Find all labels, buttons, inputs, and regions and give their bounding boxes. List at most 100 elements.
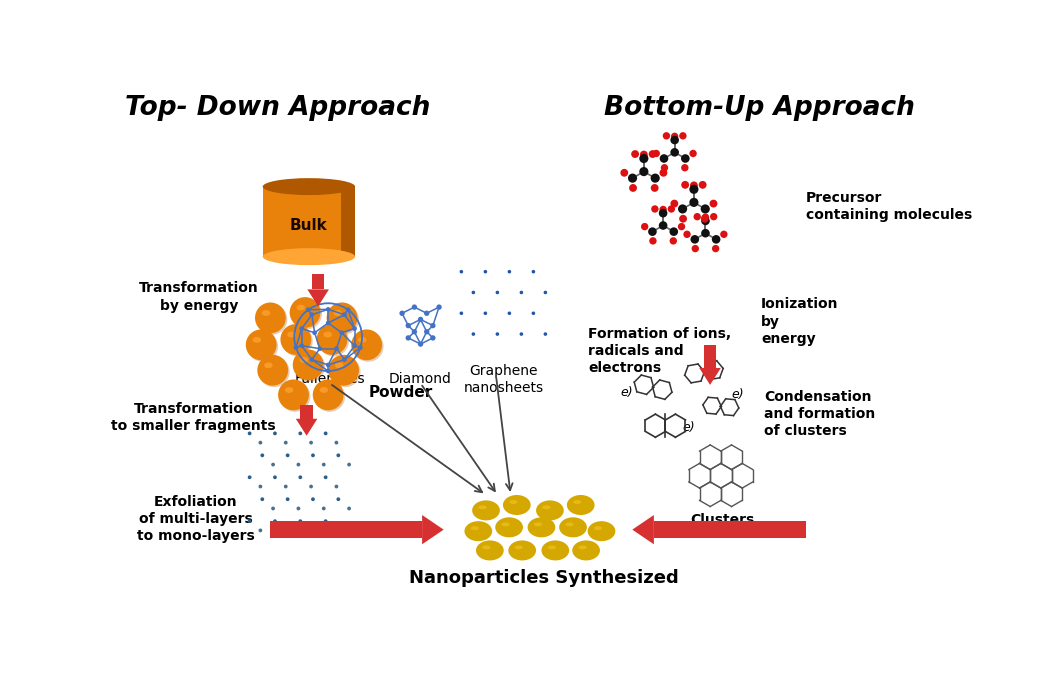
Circle shape bbox=[248, 432, 251, 435]
Circle shape bbox=[670, 200, 678, 208]
Circle shape bbox=[460, 270, 463, 273]
Circle shape bbox=[310, 357, 314, 362]
Circle shape bbox=[248, 475, 251, 479]
Circle shape bbox=[346, 307, 350, 312]
Circle shape bbox=[310, 312, 314, 317]
Circle shape bbox=[701, 215, 709, 223]
Ellipse shape bbox=[280, 381, 311, 412]
Circle shape bbox=[532, 270, 535, 273]
Ellipse shape bbox=[264, 363, 272, 368]
Circle shape bbox=[261, 498, 264, 501]
Circle shape bbox=[326, 363, 331, 367]
Circle shape bbox=[659, 221, 667, 230]
Circle shape bbox=[286, 453, 289, 457]
Circle shape bbox=[694, 213, 701, 220]
Circle shape bbox=[311, 453, 315, 457]
Circle shape bbox=[334, 529, 338, 532]
Circle shape bbox=[710, 213, 717, 220]
Circle shape bbox=[284, 529, 287, 532]
Polygon shape bbox=[704, 345, 716, 368]
Circle shape bbox=[248, 519, 251, 523]
Circle shape bbox=[689, 185, 698, 194]
Text: e): e) bbox=[731, 388, 744, 401]
Circle shape bbox=[297, 463, 300, 466]
Circle shape bbox=[667, 206, 675, 212]
Circle shape bbox=[326, 369, 331, 373]
Ellipse shape bbox=[318, 326, 349, 356]
Ellipse shape bbox=[510, 500, 517, 504]
Circle shape bbox=[259, 441, 263, 444]
Ellipse shape bbox=[542, 540, 569, 561]
Circle shape bbox=[299, 343, 304, 348]
Ellipse shape bbox=[472, 500, 500, 520]
Circle shape bbox=[347, 463, 351, 466]
Circle shape bbox=[652, 149, 660, 157]
Circle shape bbox=[259, 484, 263, 489]
Text: Ionization
by
energy: Ionization by energy bbox=[761, 298, 838, 346]
Circle shape bbox=[701, 217, 710, 225]
Circle shape bbox=[678, 223, 685, 230]
Circle shape bbox=[339, 331, 344, 335]
Circle shape bbox=[663, 132, 670, 140]
Ellipse shape bbox=[300, 357, 309, 363]
Circle shape bbox=[669, 237, 677, 244]
Circle shape bbox=[278, 379, 309, 410]
Circle shape bbox=[669, 228, 678, 236]
Circle shape bbox=[628, 174, 637, 183]
Ellipse shape bbox=[503, 495, 531, 515]
Circle shape bbox=[720, 230, 728, 238]
Text: e): e) bbox=[682, 421, 695, 435]
Ellipse shape bbox=[285, 387, 294, 393]
Polygon shape bbox=[312, 274, 325, 289]
Circle shape bbox=[321, 507, 326, 511]
Ellipse shape bbox=[314, 381, 345, 412]
Text: Transformation
by energy: Transformation by energy bbox=[139, 282, 259, 313]
Circle shape bbox=[692, 245, 699, 253]
Ellipse shape bbox=[528, 518, 555, 538]
Polygon shape bbox=[307, 289, 329, 307]
Ellipse shape bbox=[479, 505, 486, 509]
Text: Formation of ions,
radicals and
electrons: Formation of ions, radicals and electron… bbox=[588, 327, 732, 375]
Ellipse shape bbox=[573, 500, 581, 504]
Polygon shape bbox=[342, 187, 355, 257]
Text: Exfoliation
of multi-layers
to mono-layers: Exfoliation of multi-layers to mono-laye… bbox=[137, 495, 254, 543]
Circle shape bbox=[334, 441, 338, 444]
Circle shape bbox=[298, 475, 302, 479]
Circle shape bbox=[519, 291, 523, 294]
Ellipse shape bbox=[587, 521, 615, 541]
Ellipse shape bbox=[560, 518, 587, 538]
Ellipse shape bbox=[536, 500, 564, 520]
Circle shape bbox=[460, 311, 463, 315]
Circle shape bbox=[310, 484, 313, 489]
Ellipse shape bbox=[292, 299, 322, 329]
Text: Clusters: Clusters bbox=[691, 513, 754, 527]
Text: Condensation
and formation
of clusters: Condensation and formation of clusters bbox=[764, 390, 876, 439]
Ellipse shape bbox=[567, 495, 595, 515]
Polygon shape bbox=[270, 521, 422, 538]
Circle shape bbox=[313, 331, 317, 335]
Circle shape bbox=[471, 291, 476, 294]
Circle shape bbox=[261, 453, 264, 457]
Circle shape bbox=[336, 498, 340, 501]
Ellipse shape bbox=[359, 337, 367, 343]
Circle shape bbox=[639, 167, 648, 176]
Ellipse shape bbox=[259, 356, 289, 388]
Circle shape bbox=[317, 346, 322, 351]
Circle shape bbox=[405, 323, 411, 328]
Ellipse shape bbox=[323, 331, 332, 338]
Ellipse shape bbox=[501, 522, 510, 527]
Ellipse shape bbox=[295, 351, 326, 382]
Circle shape bbox=[294, 345, 298, 350]
Ellipse shape bbox=[548, 545, 556, 549]
Circle shape bbox=[299, 326, 304, 331]
Ellipse shape bbox=[509, 540, 536, 561]
Circle shape bbox=[651, 184, 659, 192]
Circle shape bbox=[544, 291, 547, 294]
Circle shape bbox=[483, 311, 487, 315]
Circle shape bbox=[327, 302, 358, 334]
Circle shape bbox=[710, 200, 717, 208]
Circle shape bbox=[334, 346, 338, 351]
Ellipse shape bbox=[353, 331, 384, 362]
Circle shape bbox=[681, 181, 689, 189]
Circle shape bbox=[284, 484, 287, 489]
